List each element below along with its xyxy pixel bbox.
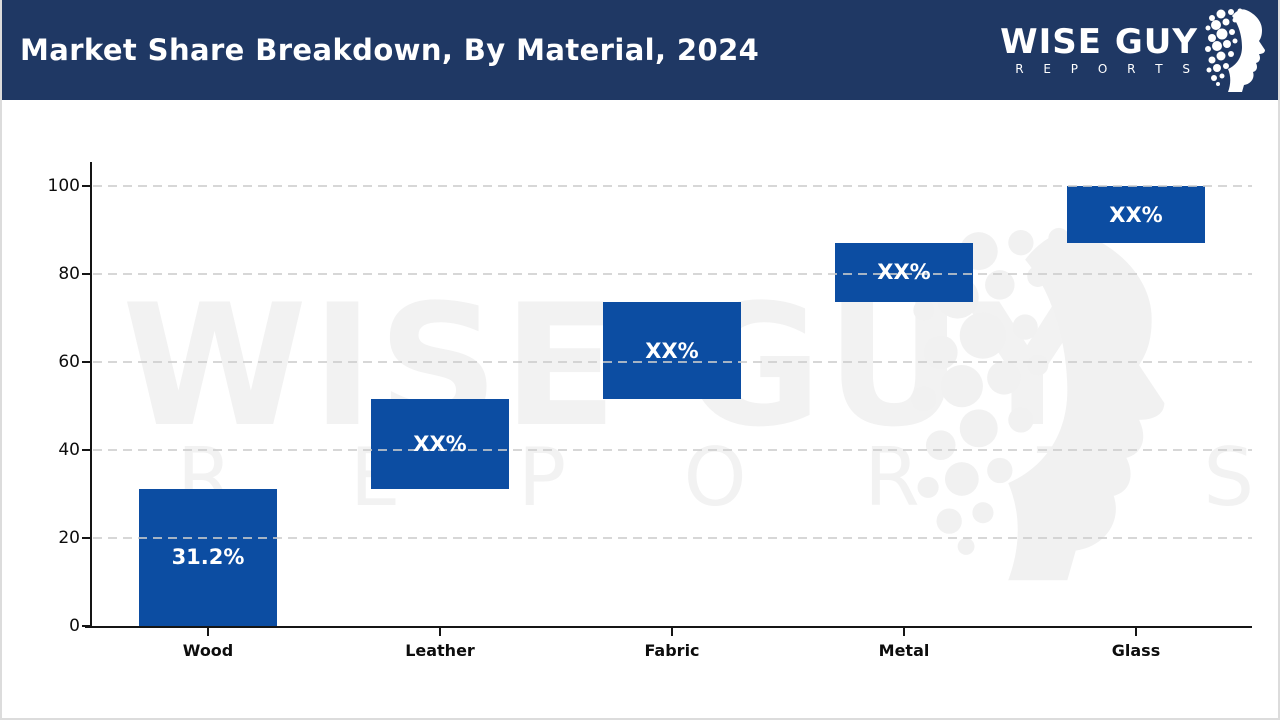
y-tick-label: 40 bbox=[58, 440, 80, 460]
bar-wood bbox=[139, 488, 277, 626]
x-category-label: Glass bbox=[1111, 641, 1161, 660]
x-tick-mark bbox=[1135, 628, 1137, 636]
bar-value-label: XX% bbox=[645, 338, 699, 363]
chart-title: Market Share Breakdown, By Material, 202… bbox=[20, 33, 760, 67]
wiseguy-logo: WISE GUY R E P O R T S bbox=[1000, 8, 1268, 92]
x-tick-mark bbox=[439, 628, 441, 636]
x-category-label: Metal bbox=[878, 641, 930, 660]
x-axis-line bbox=[85, 626, 1252, 628]
x-tick-mark bbox=[671, 628, 673, 636]
bar-fabric bbox=[603, 301, 741, 400]
bar-metal bbox=[835, 243, 973, 302]
x-category-label: Fabric bbox=[644, 641, 700, 660]
gridline bbox=[93, 537, 1252, 539]
logo-wiseguy-label: WISE GUY bbox=[1000, 22, 1198, 62]
gridline bbox=[93, 449, 1252, 451]
bar-value-label: XX% bbox=[877, 260, 931, 285]
y-tick-label: 60 bbox=[58, 352, 80, 372]
y-tick-label: 0 bbox=[69, 616, 80, 636]
logo-text: WISE GUY R E P O R T S bbox=[1000, 25, 1198, 75]
y-axis-line bbox=[90, 162, 92, 628]
x-tick-mark bbox=[903, 628, 905, 636]
y-tick-mark bbox=[82, 537, 91, 539]
y-tick-mark bbox=[82, 361, 91, 363]
header: Market Share Breakdown, By Material, 202… bbox=[2, 0, 1278, 100]
y-tick-label: 100 bbox=[47, 176, 80, 196]
y-tick-mark bbox=[82, 449, 91, 451]
gridline bbox=[93, 273, 1252, 275]
x-category-label: Wood bbox=[182, 641, 234, 660]
bar-value-label: XX% bbox=[1109, 202, 1163, 227]
y-tick-mark bbox=[82, 273, 91, 275]
x-tick-mark bbox=[207, 628, 209, 636]
bar-glass bbox=[1067, 186, 1205, 244]
y-tick-mark bbox=[82, 185, 91, 187]
y-tick-label: 20 bbox=[58, 528, 80, 548]
logo-reports-label: R E P O R T S bbox=[1015, 62, 1198, 76]
y-tick-label: 80 bbox=[58, 264, 80, 284]
bar-value-label: XX% bbox=[413, 432, 467, 457]
logo-head-icon bbox=[1205, 8, 1265, 92]
gridline bbox=[93, 361, 1252, 363]
bar-leather bbox=[371, 399, 509, 489]
x-category-label: Leather bbox=[405, 641, 475, 660]
bar-value-label: 31.2% bbox=[171, 545, 245, 570]
gridline bbox=[93, 185, 1252, 187]
